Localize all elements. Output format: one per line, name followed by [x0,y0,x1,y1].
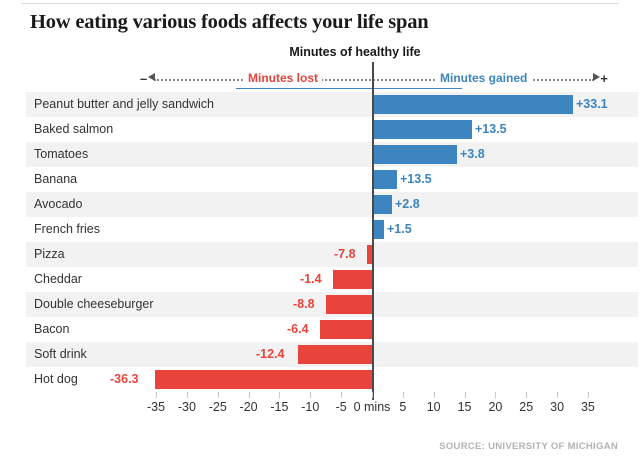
x-axis-tick-label: 5 [399,400,407,414]
x-axis-tick-label: -30 [177,400,196,414]
bar-category-label: Baked salmon [34,122,114,136]
bar-pos [373,220,384,239]
bar-category-label: Cheddar [34,272,82,286]
table-row: Double cheeseburger -8.8 [26,292,638,317]
x-axis-tick [279,392,281,398]
bar-value-label: -1.4 [300,272,322,286]
x-axis-tick-label: -5 [335,400,347,414]
x-axis-tick [248,392,250,398]
bar-category-label: Bacon [34,322,70,336]
x-axis-tick-label: 20 [488,400,503,414]
bar-category-label: Peanut butter and jelly sandwich [34,97,214,111]
x-axis-tick-label: 15 [457,400,472,414]
table-row: Peanut butter and jelly sandwich +33.1 [26,92,638,117]
x-axis-tick [186,392,188,398]
bar-value-label: -6.4 [287,322,309,336]
bar-value-label: +33.1 [576,97,608,111]
x-axis-tick [433,392,435,398]
bar-category-label: Banana [34,172,78,186]
legend-minutes-gained: Minutes gained [436,69,532,87]
x-axis-tick-label: -10 [301,400,320,414]
x-axis-tick-label: 0 mins [353,400,391,414]
x-axis-tick [464,392,466,398]
top-divider [22,3,618,4]
x-axis-tick-label: -20 [239,400,258,414]
arrow-right-icon [593,73,600,81]
bar-pos [373,170,397,189]
bar-value-label: +13.5 [400,172,432,186]
table-row: Pizza -7.8 [26,242,638,267]
bar-neg [333,270,373,289]
bar-category-label: Hot dog [34,372,78,386]
bar-pos [373,195,392,214]
x-axis-tick-label: -35 [147,400,166,414]
bar-value-label: +1.5 [387,222,412,236]
table-row: French fries +1.5 [26,217,638,242]
legend-minutes-lost: Minutes lost [244,69,323,87]
bar-neg [320,320,373,339]
x-axis-tick-label: 10 [426,400,441,414]
table-row: Banana +13.5 [26,167,638,192]
x-axis-tick [526,392,528,398]
bar-category-label: Pizza [34,247,65,261]
source-note: SOURCE: UNIVERSITY OF MICHIGAN [439,441,618,452]
zero-axis-line [372,62,374,400]
bar-plot: Peanut butter and jelly sandwich +33.1 Bak… [0,92,640,392]
bar-value-label: -7.8 [334,247,356,261]
x-axis-tick [587,392,589,398]
bar-category-label: French fries [34,222,100,236]
bar-category-label: Soft drink [34,347,87,361]
bar-value-label: +2.8 [395,197,420,211]
gained-underline [236,88,462,89]
page-title: How eating various foods affects your li… [30,11,429,33]
x-axis-tick-label: 35 [580,400,595,414]
bar-category-label: Tomatoes [34,147,89,161]
bar-pos [373,120,472,139]
x-axis: -35 -30 -25 -20 -15 -10 -5 0 mins 5 10 15 20 25 30 35 [0,392,640,426]
arrow-left-icon [148,73,155,81]
x-axis-tick [310,392,312,398]
x-axis-tick-label: 30 [550,400,565,414]
x-axis-tick [217,392,219,398]
bar-pos [373,95,573,114]
axis-title: Minutes of healthy life [289,45,421,59]
bar-value-label: -12.4 [256,347,285,361]
x-axis-tick [156,392,158,398]
bar-value-label: +13.5 [475,122,507,136]
minus-sign-label: – [140,71,148,86]
bar-neg [326,295,373,314]
x-axis-tick [557,392,559,398]
x-axis-tick [341,392,343,398]
x-axis-tick [402,392,404,398]
bar-pos [373,145,457,164]
table-row: Cheddar -1.4 [26,267,638,292]
bar-neg [155,370,373,389]
x-axis-tick [495,392,497,398]
table-row: Soft drink -12.4 [26,342,638,367]
x-axis-tick-label: -25 [208,400,227,414]
table-row: Tomatoes +3.8 [26,142,638,167]
bar-category-label: Avocado [34,197,83,211]
x-axis-tick-label: -15 [270,400,289,414]
table-row: Avocado +2.8 [26,192,638,217]
direction-legend: – + Minutes lost Minutes gained [140,69,608,89]
plus-sign-label: + [600,71,608,86]
x-axis-tick-label: 25 [519,400,534,414]
table-row: Bacon -6.4 [26,317,638,342]
table-row: Hot dog -36.3 [26,367,638,392]
x-axis-tick [372,392,373,398]
bar-value-label: -8.8 [293,297,315,311]
bar-neg [298,345,373,364]
table-row: Baked salmon +13.5 [26,117,638,142]
bar-value-label: +3.8 [460,147,485,161]
bar-category-label: Double cheeseburger [34,297,154,311]
bar-neg [367,245,373,264]
bar-value-label: -36.3 [110,372,139,386]
direction-dotted-line [154,79,594,81]
